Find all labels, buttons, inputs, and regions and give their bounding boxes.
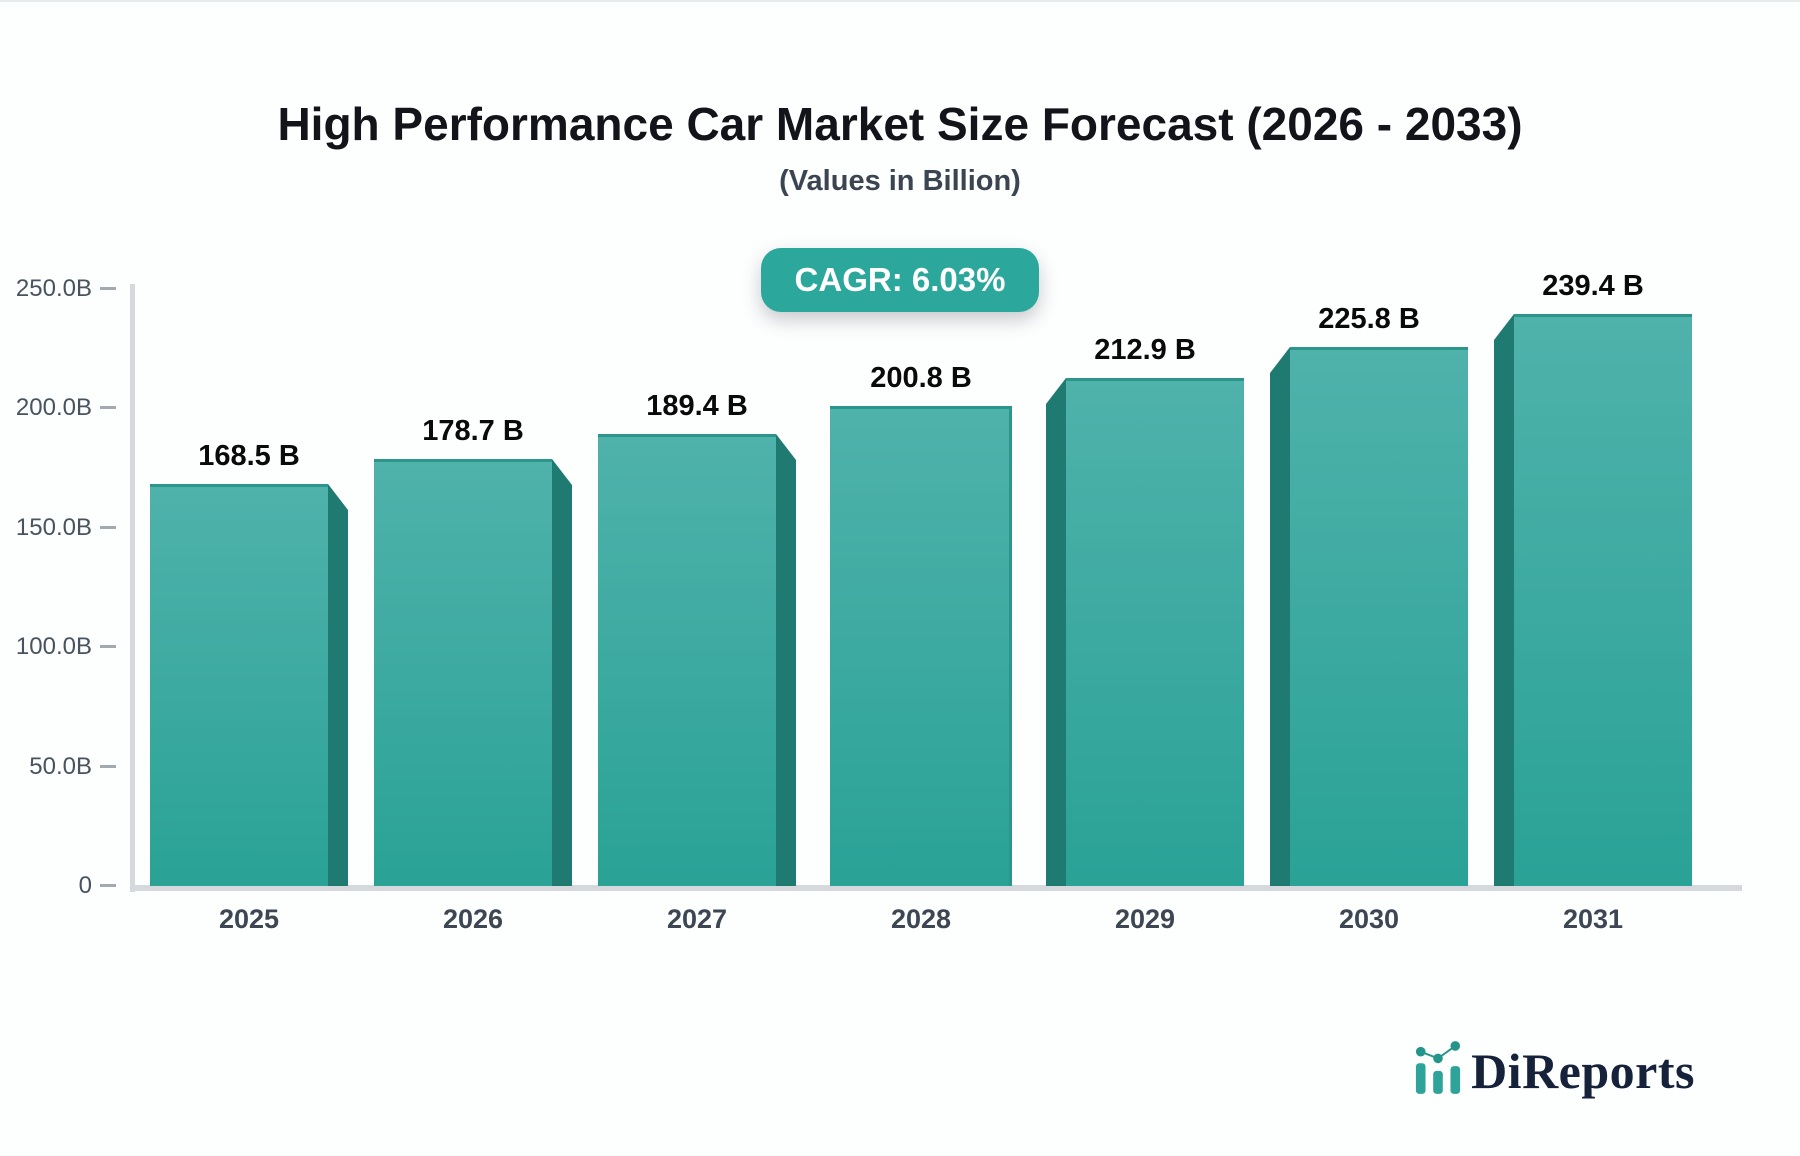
y-tick-label: 200.0B xyxy=(15,394,92,422)
bar-3d-side xyxy=(552,459,572,886)
y-tick-label: 0 xyxy=(78,872,92,899)
y-tick-mark xyxy=(100,645,116,649)
bar[interactable] xyxy=(374,459,572,886)
y-tick-mark xyxy=(100,764,116,768)
x-tick-label: 2031 xyxy=(1562,904,1624,934)
chart-header: High Performance Car Market Size Forecas… xyxy=(0,98,1800,312)
bar[interactable] xyxy=(150,484,348,886)
bar-value-label: 225.8 B xyxy=(1318,303,1420,335)
x-tick-label: 2028 xyxy=(890,904,952,934)
bar[interactable] xyxy=(822,406,1020,886)
bar-face xyxy=(598,434,776,886)
bar-value-label: 200.8 B xyxy=(870,362,972,394)
bar-face xyxy=(830,406,1012,886)
bar-face xyxy=(1066,378,1244,886)
bar-face xyxy=(374,459,552,886)
y-tick-mark xyxy=(100,287,116,290)
bar-3d-side xyxy=(1270,347,1290,886)
bar-value-label: 168.5 B xyxy=(198,440,300,472)
x-tick-label: 2026 xyxy=(442,904,504,934)
y-axis-line xyxy=(130,284,135,892)
bar-3d-side xyxy=(328,484,348,886)
logo-chart-icon xyxy=(1415,1041,1461,1094)
bar-3d-side xyxy=(1494,314,1514,886)
bar[interactable] xyxy=(1270,347,1468,886)
y-tick-mark xyxy=(100,884,116,887)
bar[interactable] xyxy=(1494,314,1692,886)
y-tick-label: 150.0B xyxy=(15,513,92,541)
x-tick-label: 2030 xyxy=(1338,904,1400,934)
logo-text: DiReports xyxy=(1471,1043,1695,1099)
cagr-badge: CAGR: 6.03% xyxy=(760,247,1040,312)
bar-face xyxy=(1514,314,1692,886)
y-tick-mark xyxy=(100,525,116,529)
bar[interactable] xyxy=(598,434,796,886)
chart-title: High Performance Car Market Size Forecas… xyxy=(277,98,1523,150)
x-tick-label: 2025 xyxy=(218,904,280,934)
bar-value-label: 189.4 B xyxy=(646,390,748,422)
x-tick-label: 2027 xyxy=(666,904,728,934)
chart-subtitle: (Values in Billion) xyxy=(779,164,1021,197)
y-tick-label: 50.0B xyxy=(29,752,92,780)
bar-value-label: 239.4 B xyxy=(1542,270,1644,302)
bar-face xyxy=(1290,347,1468,886)
bar-face xyxy=(150,484,328,886)
direports-logo: DiReports xyxy=(1414,1040,1695,1096)
x-tick-label: 2029 xyxy=(1114,904,1176,934)
y-tick-label: 100.0B xyxy=(15,633,92,661)
bar-3d-side xyxy=(1046,378,1066,886)
bar-value-label: 212.9 B xyxy=(1094,334,1196,366)
y-tick-mark xyxy=(100,406,116,410)
bar-3d-side xyxy=(776,434,796,886)
bar[interactable] xyxy=(1046,378,1244,886)
y-tick-label: 250.0B xyxy=(15,275,92,302)
x-axis-line xyxy=(130,885,1742,891)
bar-value-label: 178.7 B xyxy=(422,415,524,447)
